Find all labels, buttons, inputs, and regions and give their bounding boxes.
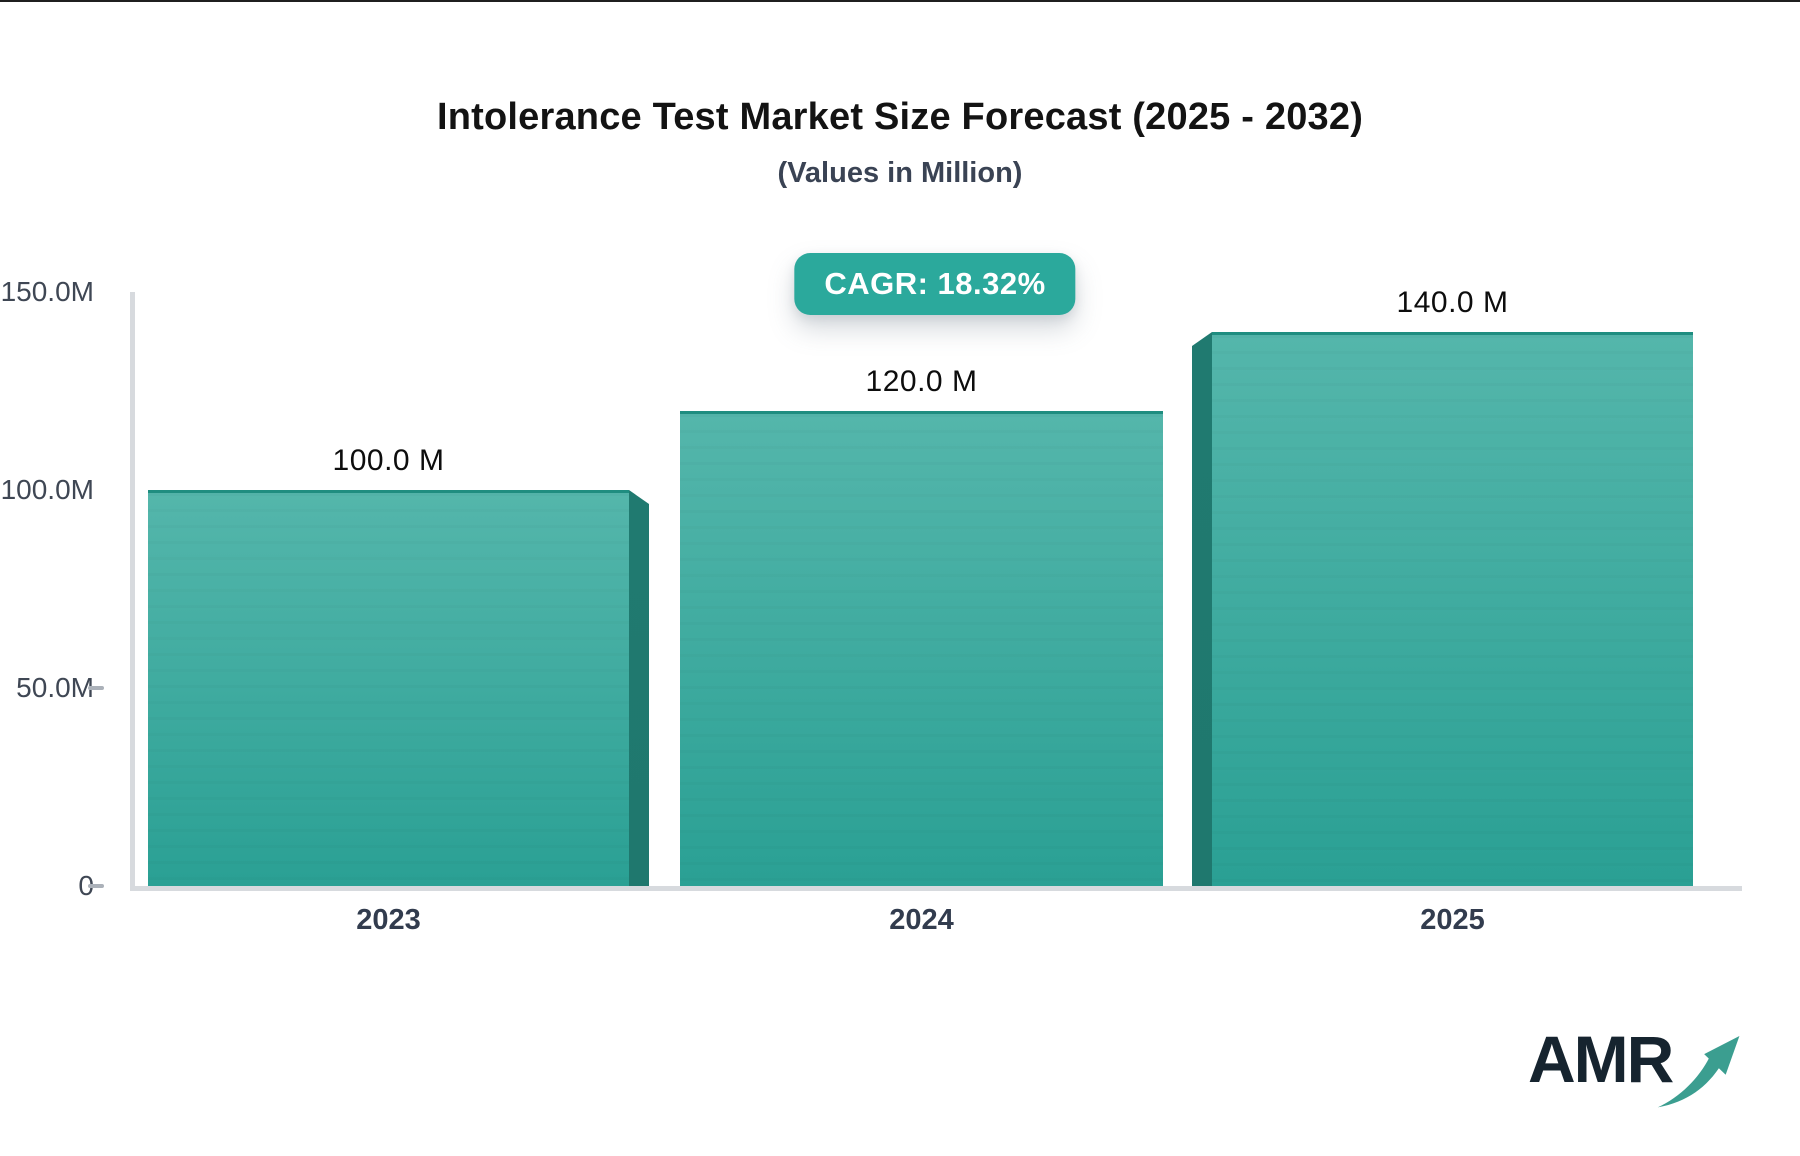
amr-logo: AMR bbox=[1528, 1026, 1742, 1116]
amr-logo-text: AMR bbox=[1528, 1022, 1674, 1096]
cagr-badge: CAGR: 18.32% bbox=[794, 253, 1076, 315]
x-axis-label: 2023 bbox=[356, 904, 421, 936]
bar-group-2023: 100.0 M bbox=[148, 292, 649, 886]
bar-value-label: 140.0 M bbox=[1396, 286, 1509, 319]
x-axis-label: 2024 bbox=[889, 904, 954, 936]
bar-value-label: 100.0 M bbox=[332, 444, 445, 477]
y-axis-tick bbox=[88, 686, 104, 690]
y-axis-label: 50.0M bbox=[16, 672, 94, 703]
y-axis-label: 150.0M bbox=[0, 276, 94, 307]
bar bbox=[680, 411, 1163, 886]
bar-group-2025: 140.0 M bbox=[1192, 286, 1693, 886]
chart-subtitle: (Values in Million) bbox=[777, 157, 1023, 189]
x-axis-label: 2025 bbox=[1420, 904, 1485, 936]
y-axis-label: 0 bbox=[78, 870, 94, 901]
y-axis-tick bbox=[88, 884, 104, 888]
y-axis-label: 100.0M bbox=[0, 474, 94, 505]
screenshot-top-border bbox=[0, 0, 1800, 2]
growth-arrow-icon bbox=[1658, 1036, 1740, 1108]
x-axis-baseline bbox=[130, 886, 1742, 891]
chart-title: Intolerance Test Market Size Forecast (2… bbox=[436, 96, 1364, 138]
bar bbox=[1212, 332, 1693, 886]
bar bbox=[148, 490, 629, 886]
bar-group-2024: 120.0 M bbox=[680, 292, 1163, 886]
chart-header: Intolerance Test Market Size Forecast (2… bbox=[0, 96, 1800, 190]
bar-value-label: 120.0 M bbox=[865, 365, 978, 398]
plot-area: 2023 100.0 M 2024 120.0 M 2025 140.0 M 150.0M 1… bbox=[1, 276, 1742, 936]
y-axis-line bbox=[130, 292, 135, 886]
bar-side-face bbox=[629, 490, 649, 886]
bar-side-face bbox=[1192, 332, 1212, 886]
